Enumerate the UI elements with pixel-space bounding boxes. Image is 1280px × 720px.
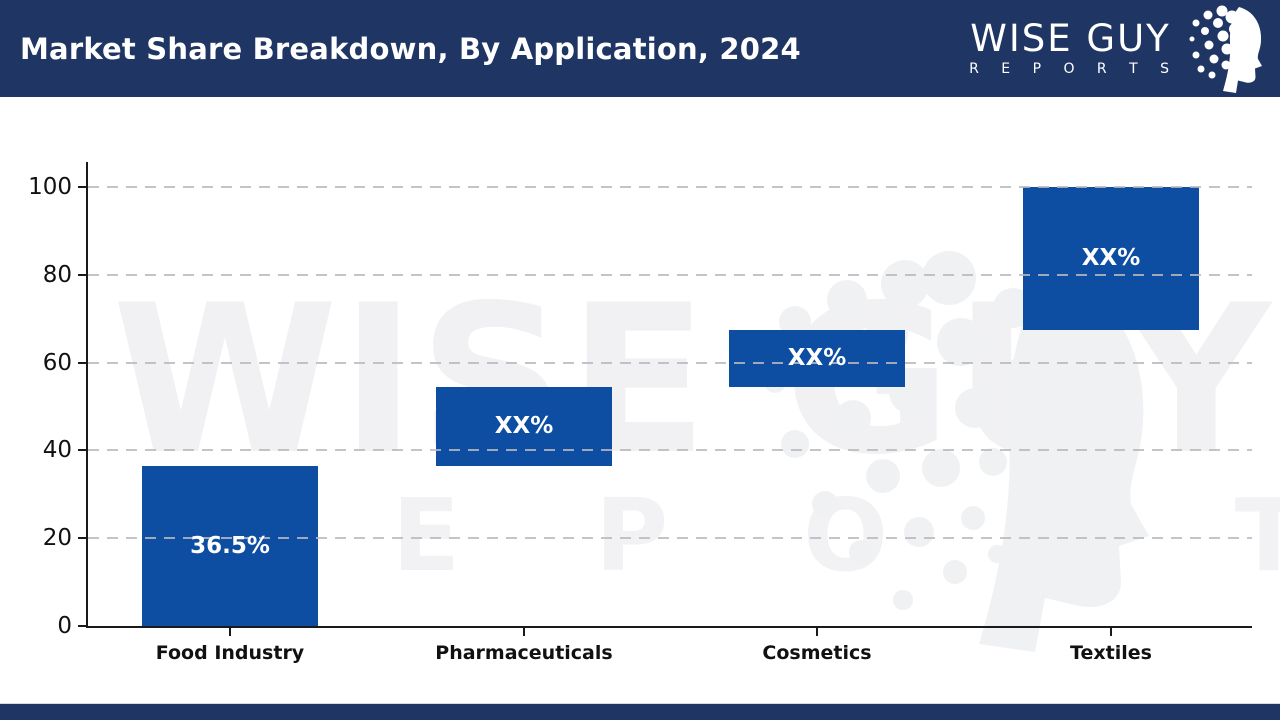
- y-tick-0: [78, 625, 88, 627]
- x-axis: [86, 626, 1252, 628]
- y-tick-label: 40: [42, 437, 72, 464]
- y-tick-label: 20: [42, 525, 72, 552]
- gridline-80: [88, 273, 1252, 276]
- bar-textiles: [1023, 187, 1199, 330]
- y-tick-label: 100: [28, 174, 72, 200]
- bar-value-label: 36.5%: [190, 532, 270, 559]
- bar-food-industry: [142, 465, 318, 626]
- y-tick-label: 80: [42, 261, 72, 288]
- y-tick-label: 60: [42, 349, 72, 376]
- brand-face-icon: [1189, 5, 1262, 93]
- bar-value-label: XX%: [1081, 245, 1141, 272]
- bar-cosmetics: [729, 329, 905, 387]
- header: Market Share Breakdown, By Application, …: [0, 0, 1280, 97]
- x-category-label: Pharmaceuticals: [435, 642, 613, 664]
- bar-value-label: XX%: [787, 345, 847, 372]
- brand-logo: WISE GUY R E P O R T S: [963, 3, 1268, 95]
- chart-area: WISE GUY R E P O R T S 02040608010036.5%…: [0, 97, 1280, 704]
- y-tick-80: [78, 273, 88, 276]
- x-tick-food-industry: [229, 628, 231, 636]
- x-tick-textiles: [1110, 628, 1112, 636]
- bar-pharmaceuticals: [436, 386, 612, 466]
- y-axis: [86, 162, 88, 628]
- brand-name: WISE GUY: [970, 17, 1171, 60]
- page-title: Market Share Breakdown, By Application, …: [20, 31, 801, 66]
- y-tick-100: [78, 186, 88, 188]
- bar-value-label: XX%: [494, 413, 554, 440]
- footer-bar: [0, 703, 1280, 720]
- x-tick-cosmetics: [816, 628, 818, 636]
- x-tick-pharmaceuticals: [523, 628, 525, 636]
- x-category-label: Food Industry: [155, 642, 305, 664]
- brand-logo-text: WISE GUY R E P O R T S: [963, 20, 1178, 77]
- y-tick-20: [78, 537, 88, 540]
- gridline-40: [88, 449, 1252, 452]
- y-tick-40: [78, 449, 88, 452]
- x-category-label: Cosmetics: [762, 642, 872, 664]
- y-tick-label: 0: [57, 613, 72, 639]
- x-category-label: Textiles: [1070, 642, 1152, 664]
- waterfall-chart: 0 20 40 60 80 100 36.5% Food Industry XX% Pharmac…: [0, 97, 1280, 704]
- y-tick-60: [78, 361, 88, 364]
- gridline-60: [88, 361, 1252, 364]
- gridline-100: [88, 186, 1252, 188]
- brand-subtitle: R E P O R T S: [969, 61, 1178, 77]
- gridline-20: [88, 537, 1252, 540]
